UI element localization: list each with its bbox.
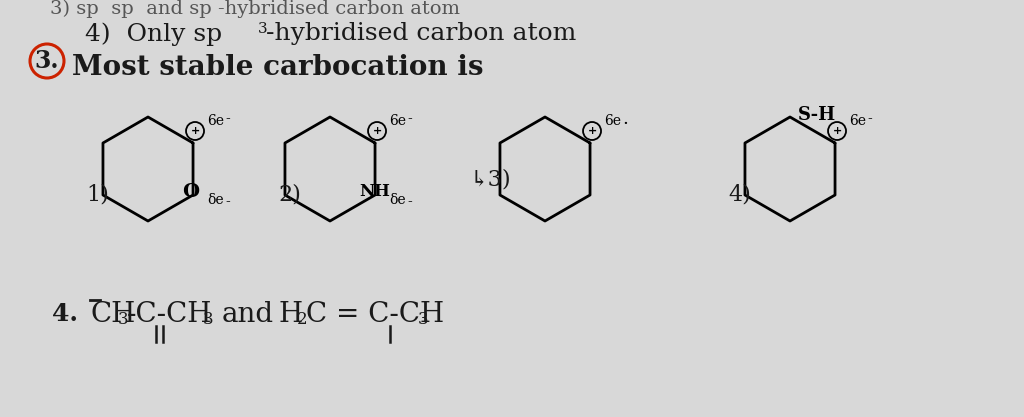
Text: ↳3): ↳3) [470, 168, 512, 190]
Text: -: - [225, 112, 229, 126]
Text: 3.: 3. [35, 49, 59, 73]
Text: +: + [373, 126, 382, 136]
Text: -: - [407, 112, 412, 126]
Text: -C-CH: -C-CH [127, 301, 212, 327]
Text: 1): 1) [86, 183, 109, 205]
Text: O: O [182, 183, 200, 201]
Text: -: - [225, 195, 229, 209]
Text: .: . [622, 110, 628, 128]
Text: S-H: S-H [798, 106, 837, 124]
Text: 2): 2) [278, 183, 301, 205]
Text: δe: δe [389, 193, 406, 207]
Text: 3: 3 [418, 311, 429, 327]
Text: 3: 3 [203, 311, 214, 327]
Text: 3: 3 [118, 311, 129, 327]
Text: and: and [222, 301, 274, 327]
Text: 2: 2 [297, 311, 307, 327]
Text: +: + [833, 126, 842, 136]
Text: -hybridised carbon atom: -hybridised carbon atom [266, 22, 577, 45]
Text: 6e: 6e [207, 114, 224, 128]
Text: 4): 4) [728, 183, 751, 205]
Text: Most stable carbocation is: Most stable carbocation is [72, 54, 483, 81]
Text: 6e: 6e [389, 114, 407, 128]
Text: 4.: 4. [52, 302, 78, 326]
Text: 3) sp  sp  and sp -hybridised carbon atom: 3) sp sp and sp -hybridised carbon atom [50, 0, 460, 18]
Text: 6e: 6e [604, 114, 621, 128]
Text: +: + [190, 126, 200, 136]
Text: NH: NH [359, 183, 390, 201]
Text: 3: 3 [258, 22, 267, 36]
Text: C = C-CH: C = C-CH [306, 301, 444, 327]
Text: 6e: 6e [849, 114, 866, 128]
Text: H: H [278, 301, 302, 327]
Text: -: - [867, 112, 871, 126]
Text: δe: δe [207, 193, 223, 207]
Text: CH: CH [90, 301, 135, 327]
Text: -: - [407, 195, 412, 209]
Text: +: + [588, 126, 597, 136]
Text: 4)  Only sp: 4) Only sp [85, 22, 222, 45]
